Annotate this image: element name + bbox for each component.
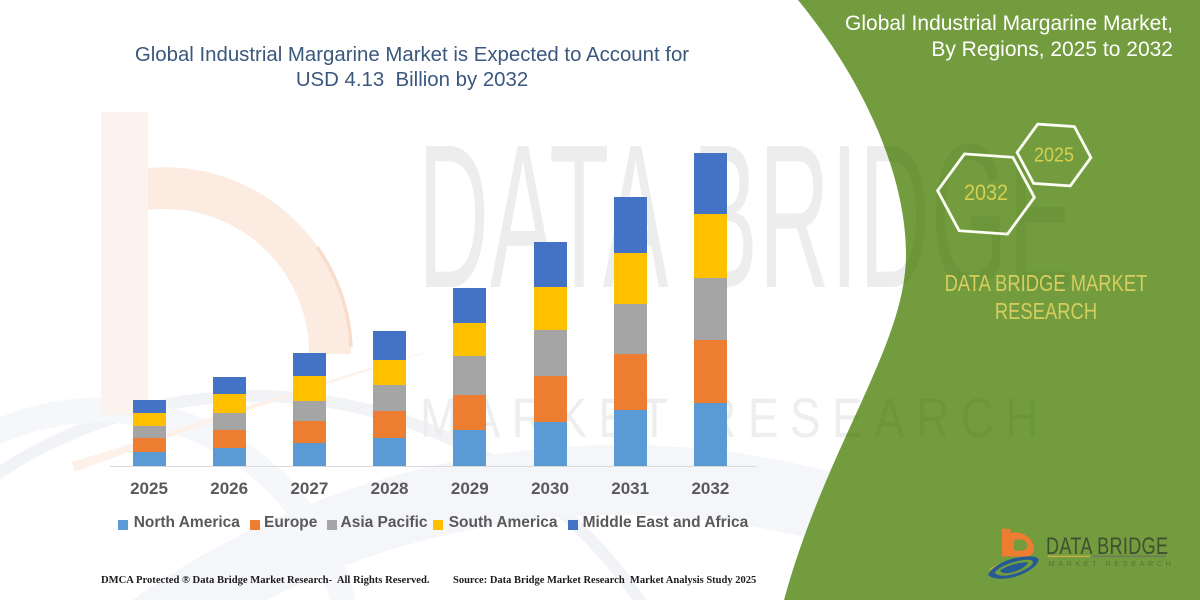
svg-text:2025: 2025 (1034, 145, 1074, 167)
svg-text:2032: 2032 (964, 181, 1008, 205)
svg-text:DATA BRIDGE: DATA BRIDGE (1046, 534, 1168, 560)
svg-text:MARKET RESEARCH: MARKET RESEARCH (1049, 559, 1175, 568)
